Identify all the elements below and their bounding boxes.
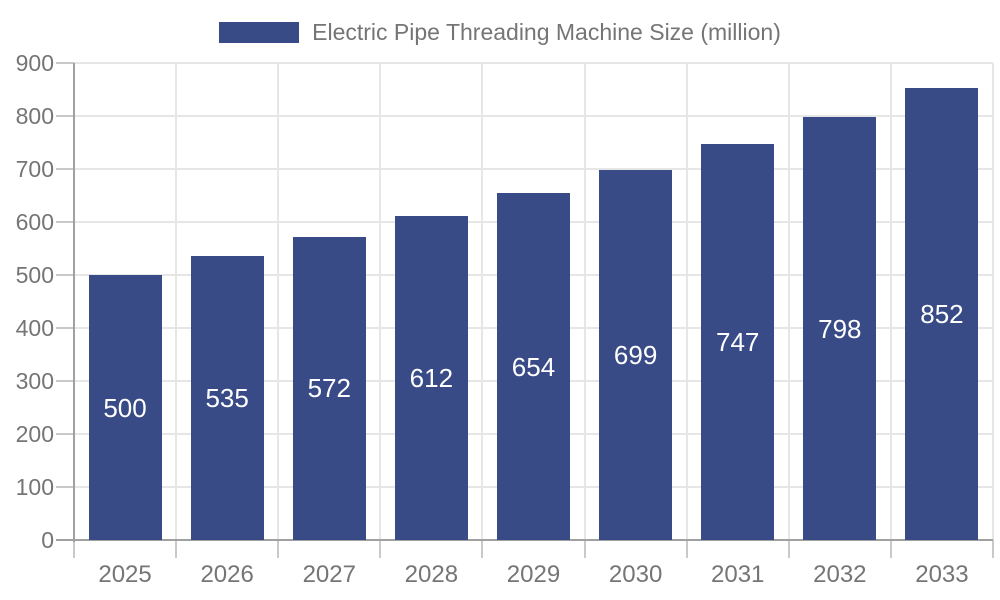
bar-2026[interactable]: 535 (190, 256, 264, 540)
x-gridline (685, 63, 688, 540)
x-tick-label: 2031 (711, 561, 765, 588)
x-axis-tick (481, 540, 484, 558)
bar-value-label: 654 (511, 351, 556, 382)
bar-value-label: 699 (613, 339, 658, 370)
x-axis-tick (787, 540, 790, 558)
y-tick-label: 900 (15, 50, 54, 76)
y-tick-label: 500 (15, 262, 54, 288)
bar-value-label: 852 (920, 299, 964, 330)
y-tick-label: 0 (41, 527, 54, 553)
y-tick-label: 600 (15, 209, 54, 235)
x-axis-tick (379, 540, 382, 558)
legend-label: Electric Pipe Threading Machine Size (mi… (312, 18, 781, 45)
bar-2028[interactable]: 612 (394, 215, 468, 540)
x-tick-label: 2026 (200, 561, 254, 588)
x-gridline (175, 63, 178, 540)
bar-2027[interactable]: 572 (292, 236, 366, 540)
x-tick-label: 2028 (404, 561, 459, 588)
y-axis-tick (56, 115, 74, 117)
y-axis-tick (56, 433, 74, 435)
y-gridline (74, 62, 993, 64)
x-tick-label: 2029 (506, 561, 561, 588)
y-gridline (74, 168, 993, 170)
bar-value-label: 747 (716, 327, 760, 358)
y-tick-label: 800 (15, 103, 54, 129)
bar-value-label: 572 (307, 373, 351, 404)
y-tick-label: 200 (15, 421, 54, 447)
bar-value-label: 798 (818, 313, 862, 344)
x-tick-label: 2025 (98, 561, 152, 588)
legend-item[interactable]: Electric Pipe Threading Machine Size (mi… (0, 14, 1000, 50)
x-axis-tick (889, 540, 892, 558)
y-tick-label: 100 (15, 474, 54, 500)
x-axis-tick (73, 540, 75, 558)
x-gridline (481, 63, 484, 540)
x-axis-line (56, 539, 993, 541)
x-tick-label: 2030 (608, 561, 663, 588)
y-axis-tick (56, 168, 74, 170)
y-axis-tick (56, 327, 74, 329)
y-tick-label: 400 (15, 315, 54, 341)
x-gridline (277, 63, 280, 540)
x-axis-tick (992, 540, 994, 558)
x-gridline (992, 63, 994, 540)
bar-value-label: 535 (205, 383, 249, 414)
x-tick-label: 2027 (302, 561, 356, 588)
bar-2032[interactable]: 798 (803, 117, 877, 540)
bar-value-label: 500 (103, 392, 147, 423)
x-gridline (583, 63, 586, 540)
x-axis-tick (175, 540, 178, 558)
x-gridline (379, 63, 382, 540)
bar-2031[interactable]: 747 (701, 144, 775, 540)
bar-2030[interactable]: 699 (599, 169, 673, 540)
x-tick-label: 2032 (813, 561, 867, 588)
y-axis-line (73, 63, 75, 542)
x-axis-tick (277, 540, 280, 558)
y-gridline (74, 115, 993, 117)
legend-swatch (219, 21, 300, 43)
bar-2029[interactable]: 654 (497, 193, 570, 540)
x-tick-label: 2033 (915, 561, 969, 588)
x-gridline (787, 63, 790, 540)
y-axis-tick (56, 380, 74, 382)
x-axis-tick (583, 540, 586, 558)
bar-2033[interactable]: 852 (905, 88, 979, 540)
x-axis-tick (685, 540, 688, 558)
x-gridline (889, 63, 892, 540)
y-tick-label: 300 (15, 368, 54, 394)
y-axis-tick (56, 486, 74, 488)
y-axis-tick (56, 62, 74, 64)
bar-2025[interactable]: 500 (88, 275, 162, 540)
bar-value-label: 612 (409, 362, 454, 393)
y-axis-tick (56, 221, 74, 223)
y-axis-tick (56, 274, 74, 276)
y-tick-label: 700 (15, 156, 54, 182)
